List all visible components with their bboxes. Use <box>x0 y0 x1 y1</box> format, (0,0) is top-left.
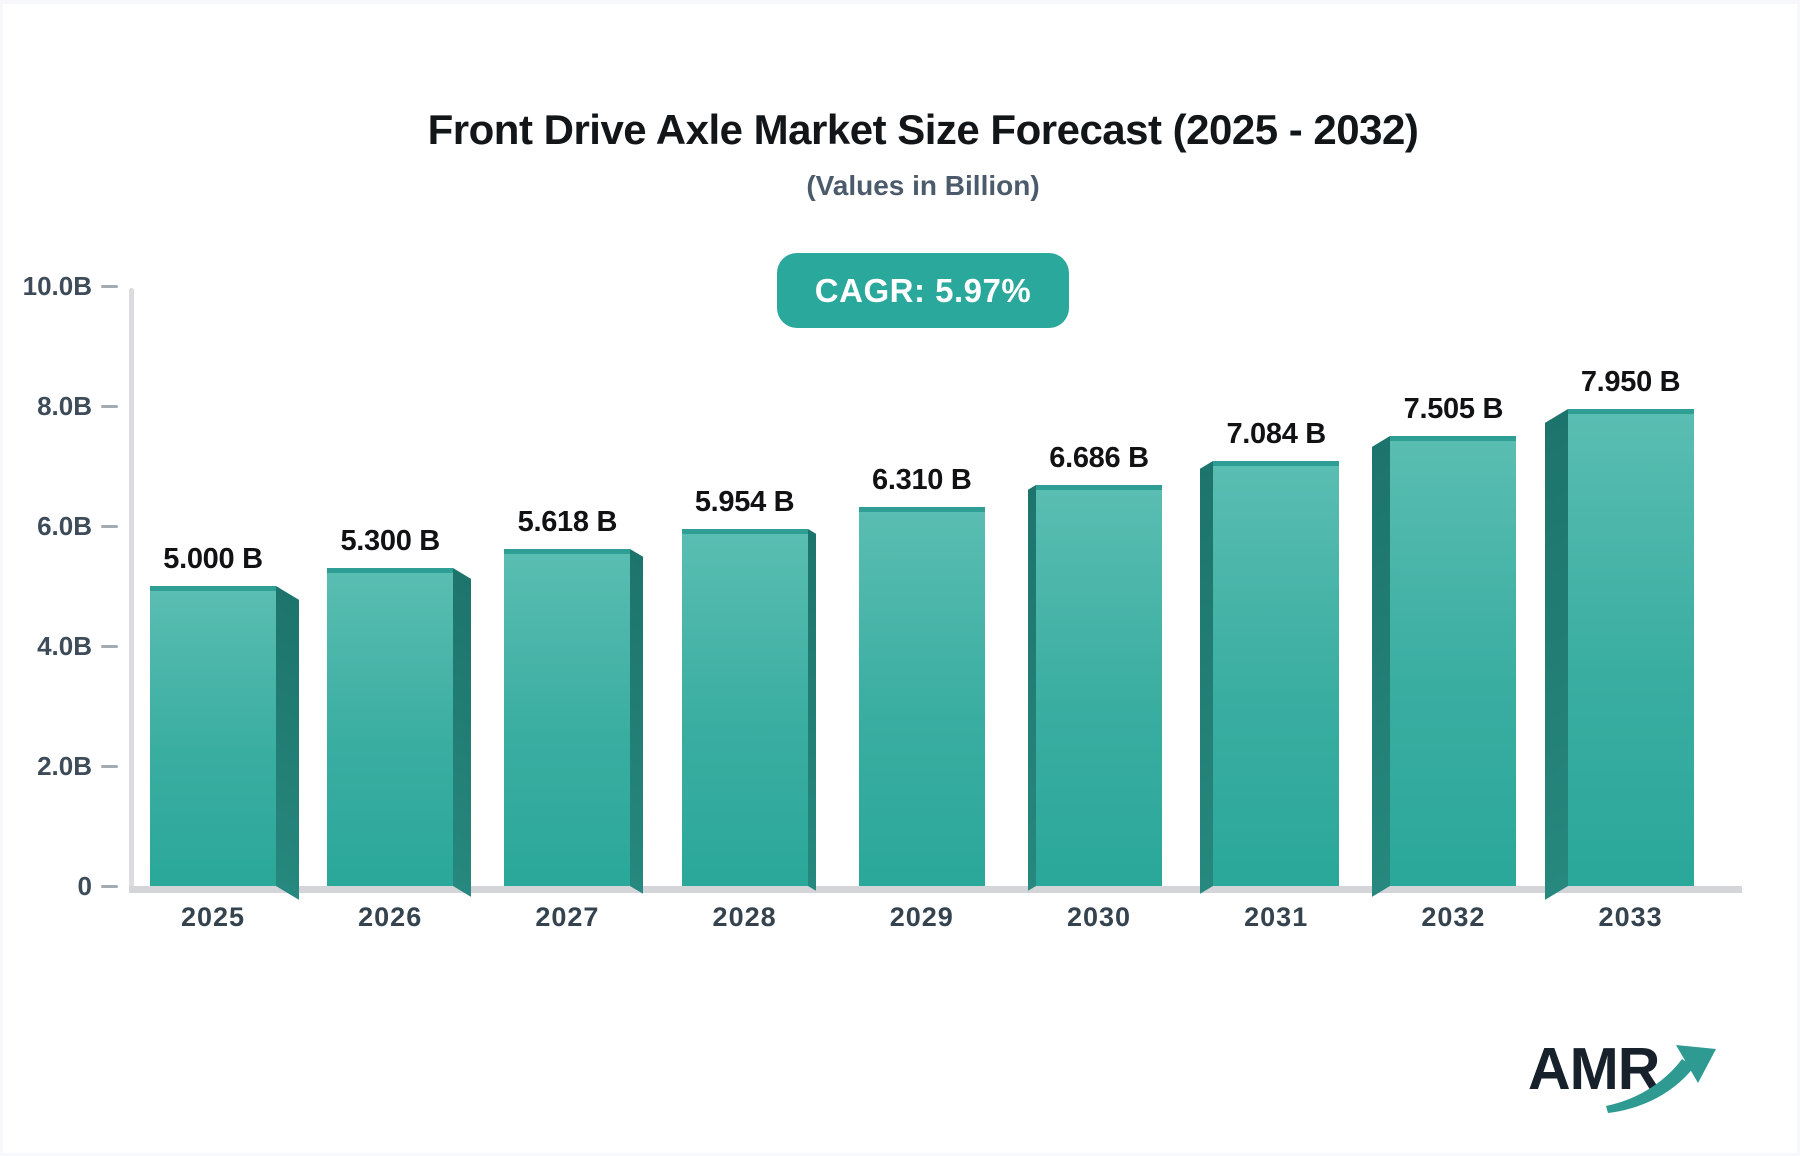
x-axis-label: 2028 <box>712 902 777 932</box>
bar-value-label: 7.505 B <box>1403 392 1504 425</box>
bar-value-label: 6.686 B <box>1049 441 1149 474</box>
frame-edge-bottom <box>0 1153 1800 1156</box>
y-axis-tick-label: 0 <box>77 871 92 901</box>
bar-2031 <box>1213 460 1340 886</box>
bar-side-face <box>453 568 472 897</box>
bar-2026 <box>327 568 454 886</box>
bar-side-face <box>1028 484 1036 891</box>
x-axis-label: 2029 <box>889 902 954 932</box>
bar-side-face <box>807 528 816 891</box>
frame-edge-top <box>0 0 1800 4</box>
brand-logo-text: AMR <box>1528 1036 1660 1102</box>
frame-edge-right <box>1797 0 1800 1156</box>
bar-value-label: 5.300 B <box>340 525 440 557</box>
growth-arrow-icon <box>1606 1045 1716 1113</box>
x-axis-label: 2032 <box>1421 902 1486 932</box>
bar-value-label: 5.000 B <box>163 543 263 575</box>
y-axis-tick-label: 4.0B <box>37 631 92 661</box>
bar-value-label: 5.954 B <box>694 485 795 518</box>
y-axis-tick <box>101 884 118 888</box>
y-axis-tick <box>101 524 118 528</box>
x-axis-baseline <box>129 886 1742 893</box>
bar-value-label: 5.618 B <box>517 505 618 538</box>
y-axis-tick <box>101 284 118 288</box>
frame-edge-left <box>0 0 3 1156</box>
cagr-badge-band: CAGR: 5.97% <box>46 253 1800 328</box>
chart-subtitle: (Values in Billion) <box>806 170 1040 201</box>
x-axis-label: 2026 <box>358 902 423 932</box>
y-axis-tick <box>101 404 118 408</box>
bar-2025 <box>150 586 276 886</box>
bar-2030 <box>1036 484 1162 886</box>
x-axis-label: 2027 <box>535 902 600 932</box>
y-axis-tick-label: 8.0B <box>37 391 92 421</box>
y-axis-line <box>129 288 134 893</box>
bar-value-label: 6.310 B <box>872 464 972 497</box>
bar-side-face <box>630 548 644 894</box>
y-axis-tick-label: 6.0B <box>37 511 92 541</box>
bar-2029 <box>858 507 985 886</box>
bar-2033 <box>1567 409 1694 886</box>
chart-title: Front Drive Axle Market Size Forecast (2… <box>427 106 1419 153</box>
x-axis-label: 2033 <box>1598 902 1663 932</box>
bar-side-face <box>1200 460 1214 894</box>
bar-side-face <box>1372 435 1391 897</box>
y-axis-tick-label: 10.0B <box>22 271 92 301</box>
bar-2032 <box>1390 435 1517 886</box>
bar-value-label: 7.084 B <box>1226 417 1326 450</box>
y-axis-tick <box>101 764 118 768</box>
x-axis-label: 2030 <box>1066 902 1132 932</box>
x-axis-label: 2025 <box>180 902 246 932</box>
y-axis-tick <box>101 644 118 648</box>
x-axis-label: 2031 <box>1244 902 1309 932</box>
bar-side-face <box>276 586 299 900</box>
cagr-badge: CAGR: 5.97% <box>776 253 1070 328</box>
bar-2027 <box>504 548 631 886</box>
brand-logo: AMR <box>1528 1035 1716 1115</box>
bar-value-label: 7.950 B <box>1580 366 1681 398</box>
bar-2028 <box>681 528 808 886</box>
bar-side-face <box>1544 409 1568 900</box>
y-axis-tick-label: 2.0B <box>37 751 92 781</box>
